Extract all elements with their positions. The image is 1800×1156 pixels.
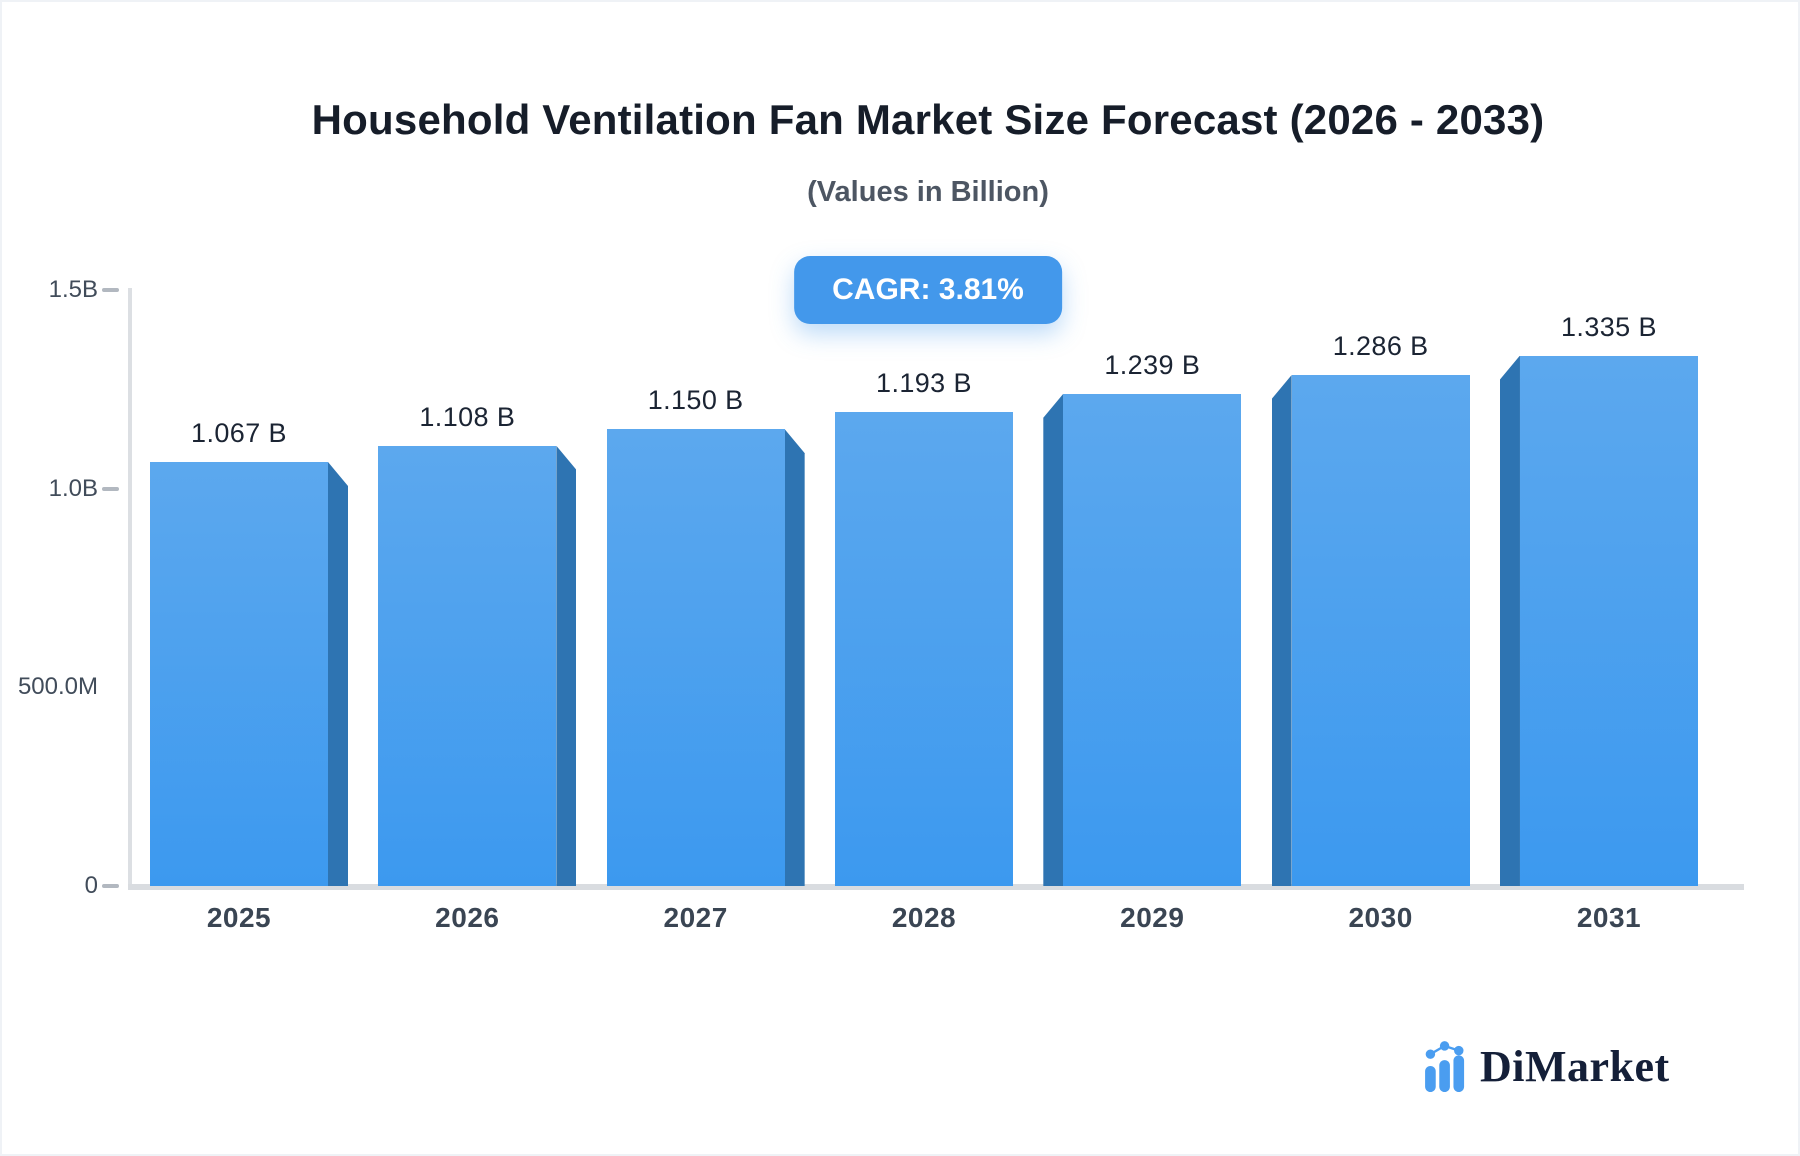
bar-chart-logo-icon [1425,1041,1465,1092]
bar-value-label-2028: 1.193 B [876,367,972,398]
brand-name: DiMarket [1480,1041,1670,1091]
bar-2031 [1519,355,1698,886]
chart-subtitle: (Values in Billion) [807,176,1049,208]
bar-value-label-2026: 1.108 B [419,401,516,432]
x-tick-label-2027: 2027 [663,902,728,933]
x-tick-label-2030: 2030 [1348,902,1413,933]
bar-value-label-2031: 1.335 B [1561,311,1657,342]
bar-2025 [150,462,328,886]
x-tick-label-2025: 2025 [206,902,272,933]
chart-title: Household Ventilation Fan Market Size Fo… [311,96,1545,143]
x-tick-label-2026: 2026 [435,902,500,933]
bar-2031-bevel [1499,355,1520,886]
bar-2027 [606,429,785,886]
brand-logo: DiMarket [1420,1040,1670,1092]
x-tick-label-2031: 2031 [1576,902,1642,933]
bar-2027-bevel [784,429,805,886]
y-tick-mark [102,884,119,888]
x-tick-label-2029: 2029 [1120,902,1185,933]
bar-value-label-2029: 1.239 B [1104,349,1201,380]
bar-2026-bevel [556,445,577,886]
bar-value-label-2027: 1.150 B [647,385,744,416]
y-tick-label: 0 [84,872,98,899]
cagr-badge: CAGR: 3.81% [794,256,1062,324]
y-tick-mark [102,288,119,292]
bar-2029 [1063,393,1242,886]
y-tick-label: 500.0M [17,673,98,701]
bar-2028 [834,411,1013,886]
bar-value-label-2025: 1.067 B [191,418,287,449]
bar-2025-bevel [328,462,348,886]
bar-value-label-2030: 1.286 B [1332,331,1429,362]
bar-2030 [1291,375,1470,886]
x-tick-label-2028: 2028 [891,902,957,933]
bar-2026 [378,445,557,886]
y-tick-mark [102,486,119,491]
y-axis-line [128,288,132,886]
y-tick-label: 1.0B [48,474,98,502]
bar-2029-bevel [1043,393,1064,886]
y-tick-label: 1.5B [48,276,98,303]
x-axis-baseline [128,884,1744,890]
bar-2030-bevel [1271,375,1292,886]
